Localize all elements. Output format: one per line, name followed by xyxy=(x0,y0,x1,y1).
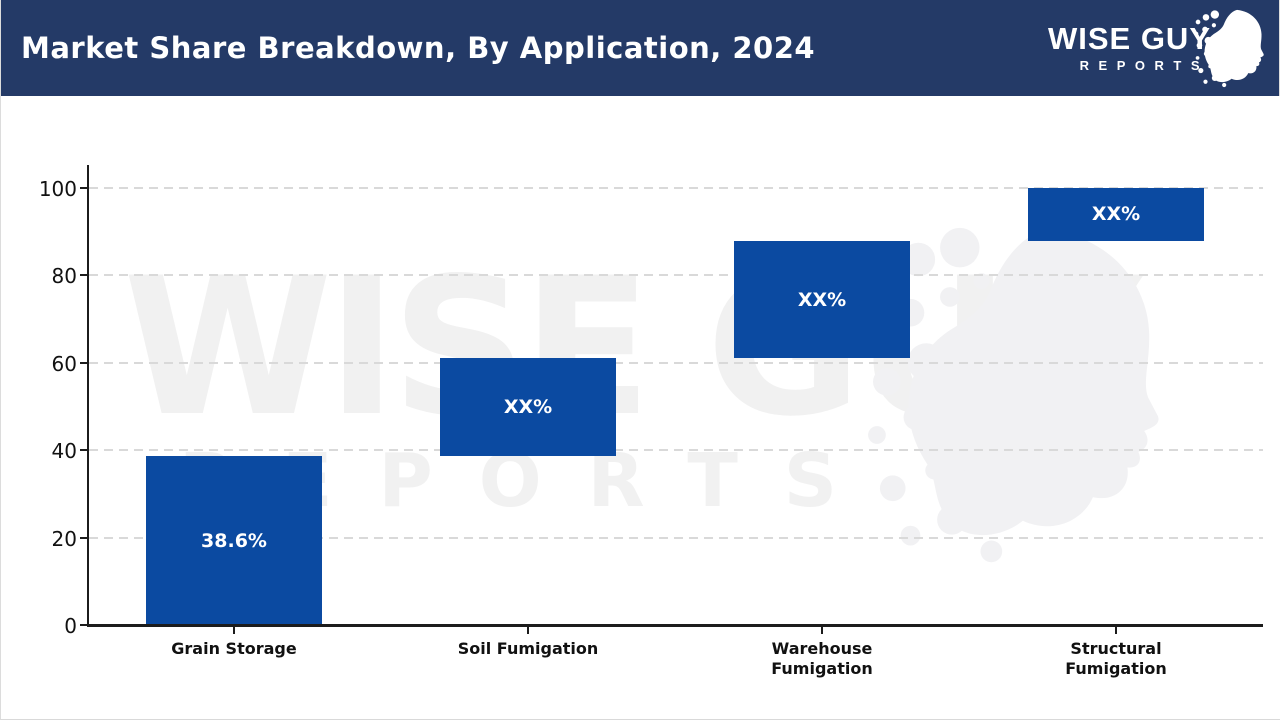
x-category-label: Structural Fumigation xyxy=(1065,639,1167,678)
wiseguy-logo: WISE GUY REPORTS xyxy=(1013,6,1269,92)
y-tick-mark xyxy=(80,449,87,451)
x-category-label: Grain Storage xyxy=(171,639,297,658)
logo-text: WISE GUY REPORTS xyxy=(1047,21,1211,74)
bar: XX% xyxy=(440,358,616,457)
x-tick-mark xyxy=(821,627,823,634)
header-bar: Market Share Breakdown, By Application, … xyxy=(1,0,1279,96)
page-title: Market Share Breakdown, By Application, … xyxy=(21,31,816,65)
y-tick-mark xyxy=(80,536,87,539)
gridline xyxy=(89,186,1263,189)
y-tick-label: 0 xyxy=(64,614,77,638)
x-tick-mark xyxy=(233,627,235,634)
x-tick-mark xyxy=(1115,627,1117,634)
y-tick-mark xyxy=(80,186,87,189)
y-tick-label: 60 xyxy=(51,351,77,376)
chart-canvas: WISE GUY REPORTS 0 20 40 60 80 100 38.6% Grain … xyxy=(1,96,1280,719)
gridline xyxy=(89,449,1263,451)
gridline xyxy=(89,274,1263,276)
y-tick-label: 40 xyxy=(51,439,77,463)
x-axis xyxy=(87,624,1263,627)
bar-value-label: XX% xyxy=(1091,203,1141,226)
y-tick-mark xyxy=(80,361,87,364)
x-tick-mark xyxy=(527,627,529,634)
bar-value-label: XX% xyxy=(503,396,553,419)
y-axis xyxy=(87,165,89,627)
logo-subtext: REPORTS xyxy=(1079,58,1209,73)
bar: 38.6% xyxy=(146,456,322,625)
y-tick-label: 100 xyxy=(38,176,77,201)
x-category-label: Warehouse Fumigation xyxy=(771,639,873,678)
y-tick-label: 80 xyxy=(51,264,77,288)
x-category-label: Soil Fumigation xyxy=(457,639,599,658)
y-tick-mark xyxy=(80,274,87,276)
logo-wordmark: WISE GUY xyxy=(1047,21,1211,56)
bar-value-label: 38.6% xyxy=(201,529,267,552)
gridline xyxy=(89,536,1263,539)
y-tick-mark xyxy=(80,624,87,626)
bar-value-label: XX% xyxy=(797,288,847,311)
y-tick-label: 20 xyxy=(51,526,77,551)
bar: XX% xyxy=(1028,187,1204,241)
bar: XX% xyxy=(734,240,910,359)
gridline xyxy=(89,361,1263,364)
logo-face-icon xyxy=(1195,9,1264,88)
